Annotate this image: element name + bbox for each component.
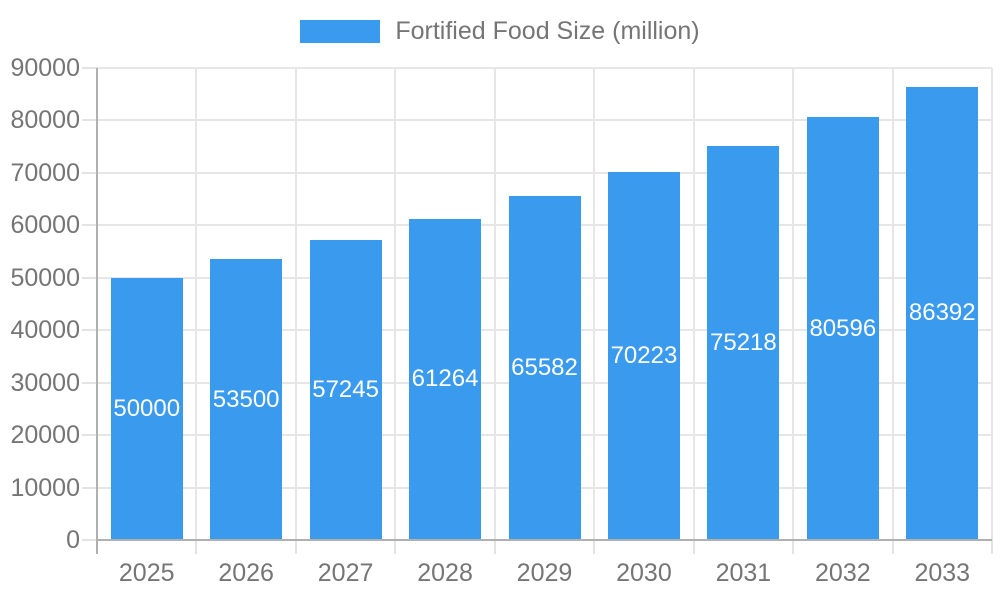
x-axis-category-label: 2025 <box>118 559 175 587</box>
x-axis-line <box>96 539 992 541</box>
bar-value-label: 61264 <box>411 365 479 393</box>
x-axis-category-label: 2028 <box>417 559 473 587</box>
bar: 57245 <box>309 239 382 540</box>
bar: 50000 <box>110 277 183 540</box>
y-axis-tick <box>82 434 97 437</box>
y-axis-tick <box>82 329 97 332</box>
gridline-vertical <box>991 68 993 540</box>
bar-value-label: 57245 <box>312 375 379 403</box>
x-axis-tick <box>891 540 894 554</box>
legend-swatch-icon <box>300 19 381 43</box>
y-axis-tick-label: 30000 <box>10 368 80 397</box>
x-axis-tick <box>394 540 397 554</box>
legend: Fortified Food Size (million) <box>0 18 1000 44</box>
x-axis-category-label: 2033 <box>914 559 971 587</box>
gridline-horizontal <box>97 119 992 122</box>
bar-value-label: 53500 <box>212 385 280 413</box>
bar-value-label: 70223 <box>610 341 678 369</box>
gridline-vertical <box>692 68 695 540</box>
gridline-horizontal <box>97 171 992 174</box>
x-axis-tick <box>195 540 198 554</box>
bar: 75218 <box>707 145 780 540</box>
y-axis-tick <box>82 539 97 541</box>
x-axis-category-label: 2032 <box>815 559 871 587</box>
x-axis-category-label: 2031 <box>715 559 772 587</box>
y-axis-tick <box>82 224 97 227</box>
y-axis-tick <box>82 119 97 122</box>
bar: 65582 <box>508 196 581 540</box>
y-axis-tick <box>82 67 97 69</box>
x-axis-tick <box>493 540 496 554</box>
bar: 61264 <box>409 218 482 540</box>
legend-label: Fortified Food Size (million) <box>395 17 700 45</box>
bar: 53500 <box>210 259 283 540</box>
gridline-vertical <box>394 68 397 540</box>
gridline-vertical <box>792 68 795 540</box>
bar: 86392 <box>906 86 979 540</box>
x-axis-tick <box>991 540 993 554</box>
y-axis-tick-label: 10000 <box>10 473 80 502</box>
gridline-vertical <box>593 68 596 540</box>
y-axis-tick <box>82 381 97 384</box>
y-axis-tick-label: 20000 <box>10 421 80 450</box>
y-axis-tick-label: 70000 <box>10 158 80 187</box>
gridline-horizontal <box>97 67 992 69</box>
y-axis-tick <box>82 276 97 279</box>
y-axis-tick-label: 0 <box>66 526 80 554</box>
bar: 70223 <box>607 171 680 540</box>
y-axis-line <box>96 68 98 554</box>
gridline-vertical <box>294 68 297 540</box>
y-axis-tick-label: 60000 <box>10 211 80 240</box>
y-axis-tick <box>82 171 97 174</box>
gridline-vertical <box>493 68 496 540</box>
x-axis-category-label: 2029 <box>516 559 573 587</box>
x-axis-tick <box>792 540 795 554</box>
bar-value-label: 80596 <box>809 314 877 342</box>
y-axis-tick-label: 50000 <box>10 263 80 292</box>
y-axis-tick-label: 80000 <box>10 106 80 135</box>
x-axis-tick <box>593 540 596 554</box>
gridline-vertical <box>891 68 894 540</box>
y-axis-tick-label: 40000 <box>10 316 80 345</box>
bar-value-label: 75218 <box>710 328 777 356</box>
x-axis-category-label: 2027 <box>317 559 374 587</box>
bar: 80596 <box>806 117 879 540</box>
gridline-vertical <box>195 68 198 540</box>
x-axis-category-label: 2030 <box>616 559 672 587</box>
bar-value-label: 50000 <box>113 394 181 422</box>
x-axis-tick <box>692 540 695 554</box>
bar-value-label: 65582 <box>511 354 578 382</box>
bar-value-label: 86392 <box>908 299 976 327</box>
x-axis-category-label: 2026 <box>218 559 274 587</box>
y-axis-tick <box>82 486 97 489</box>
y-axis-tick-label: 90000 <box>10 54 80 82</box>
x-axis-tick <box>294 540 297 554</box>
